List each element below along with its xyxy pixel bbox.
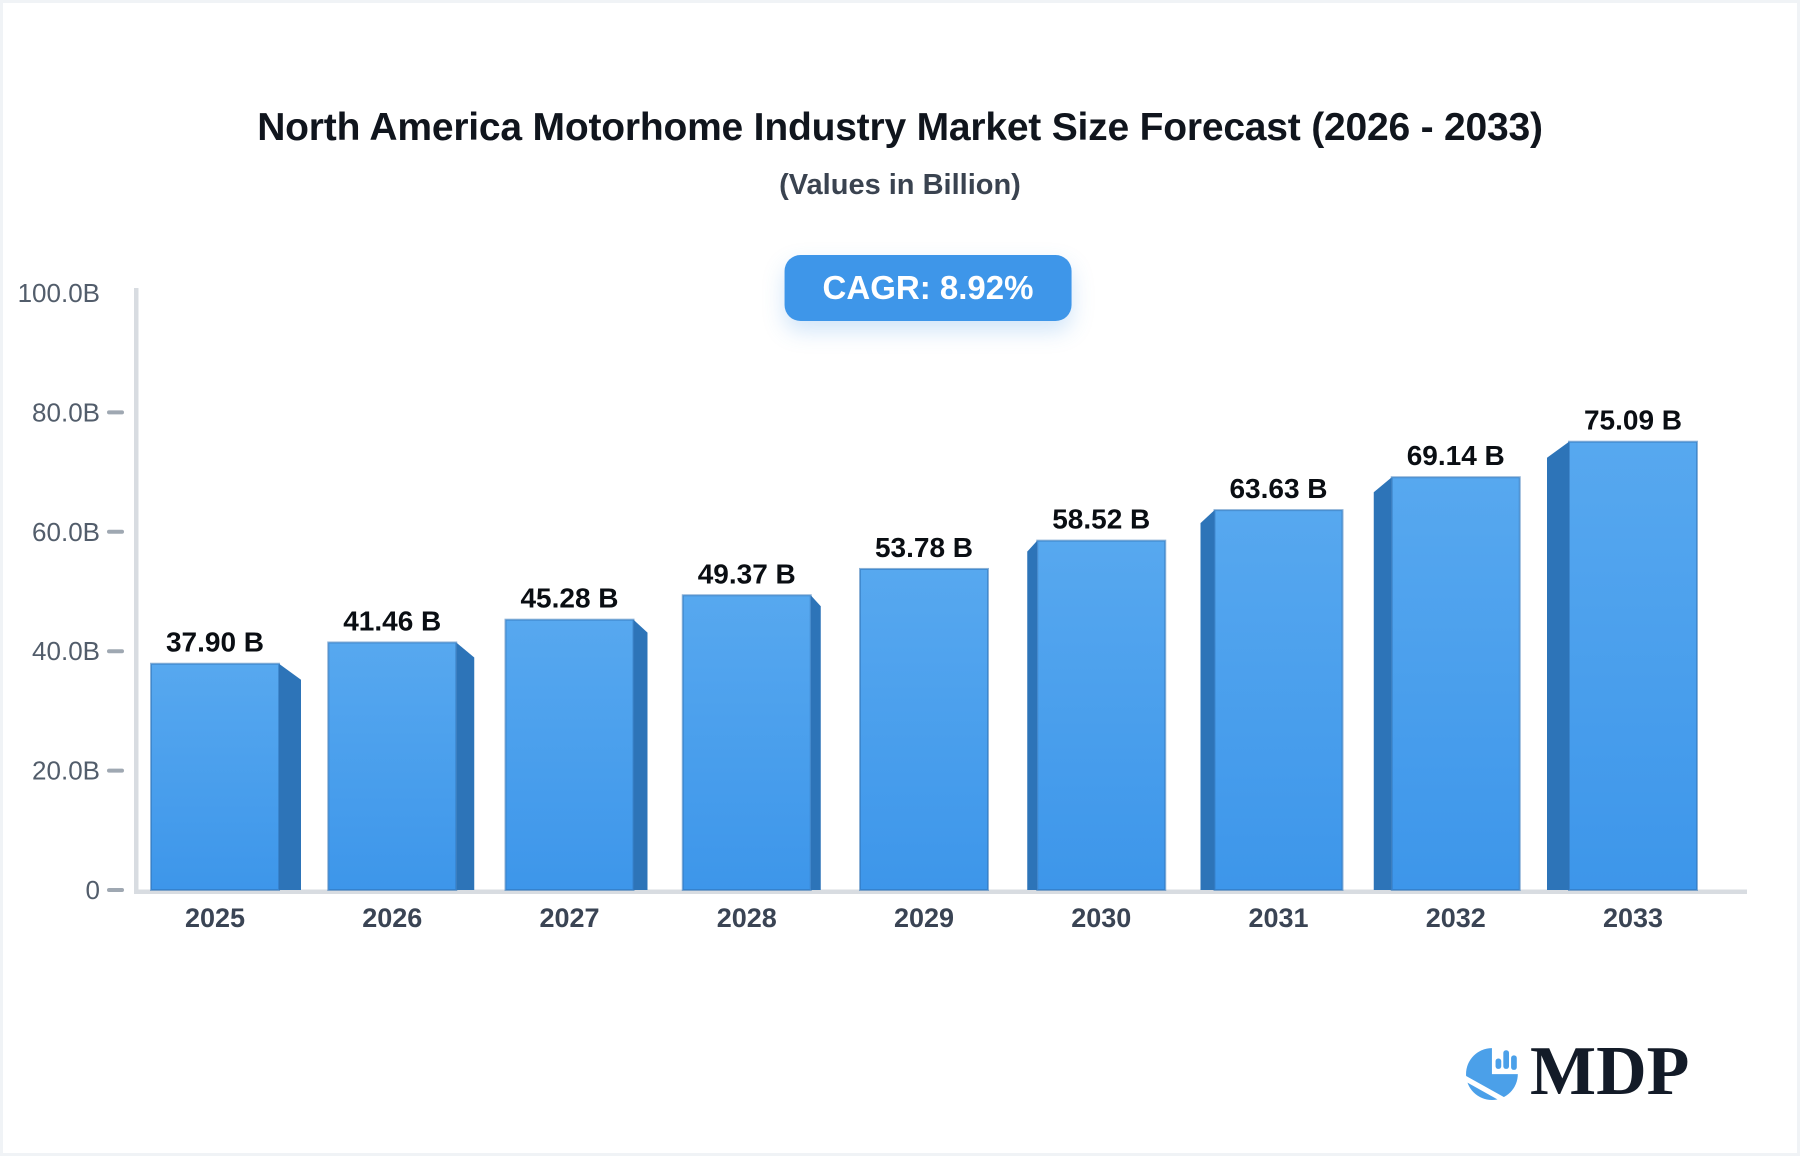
mdp-logo: MDP <box>1465 1037 1689 1107</box>
bar-group-2028: 49.37 B 2028 <box>681 558 821 933</box>
bar-chart: 100.0B 80.0B 60.0B 40.0B 20.0B 0 37.90 B 2025 41… <box>18 278 1747 933</box>
bar-value-label: 69.14 B <box>1407 440 1505 471</box>
x-axis-label: 2027 <box>539 903 599 933</box>
bar-value-label: 75.09 B <box>1584 405 1682 436</box>
x-axis-label: 2029 <box>894 903 954 933</box>
y-axis-tick-mark <box>107 649 124 654</box>
bar-side-3d <box>1373 477 1392 890</box>
bar-value-label: 63.63 B <box>1229 473 1327 504</box>
x-axis-label: 2025 <box>185 903 245 933</box>
logo-mini-bar-2 <box>1503 1050 1510 1069</box>
bar-value-label: 37.90 B <box>166 627 264 658</box>
x-axis-label: 2031 <box>1248 903 1308 933</box>
bar-side-3d <box>1027 540 1038 890</box>
bar-2031 <box>1213 509 1344 891</box>
bar-side-3d <box>279 663 301 890</box>
logo-pie-slice-gap <box>1465 1075 1509 1101</box>
chart-title: North America Motorhome Industry Market … <box>257 106 1543 149</box>
logo-mini-bar-3 <box>1511 1055 1517 1070</box>
y-axis-tick-label: 80.0B <box>32 397 100 427</box>
x-axis-label: 2033 <box>1603 903 1663 933</box>
y-axis-tick-label: 20.0B <box>32 756 100 786</box>
bar-value-label: 53.78 B <box>875 532 973 563</box>
bar-value-label: 41.46 B <box>343 605 441 636</box>
y-axis-tick-label: 40.0B <box>32 636 100 666</box>
bar-value-label: 58.52 B <box>1052 504 1150 535</box>
bar-group-2031: 63.63 B 2031 <box>1200 473 1344 933</box>
bar-value-label: 49.37 B <box>698 558 796 589</box>
bar-2028 <box>681 594 812 891</box>
bar-side-3d <box>633 619 648 890</box>
mdp-logo-text: MDP <box>1530 1033 1690 1110</box>
bar-side-3d <box>810 595 821 890</box>
y-axis-tick-label: 0 <box>86 875 100 905</box>
y-axis-tick-mark <box>107 529 124 534</box>
x-axis-label: 2028 <box>717 903 777 933</box>
bar-side-3d <box>1547 441 1569 890</box>
bar-side-3d <box>1200 510 1215 890</box>
bar-2032 <box>1390 476 1521 891</box>
bar-2026 <box>327 641 458 892</box>
bar-2029 <box>859 567 989 891</box>
bar-side-3d <box>456 642 475 890</box>
logo-mini-bar-1 <box>1495 1058 1502 1069</box>
bar-2030 <box>1036 539 1167 892</box>
bar-group-2026: 41.46 B 2026 <box>327 605 475 933</box>
y-axis-tick-label: 60.0B <box>32 517 100 547</box>
bar-group-2032: 69.14 B 2032 <box>1373 440 1521 933</box>
y-axis-tick-mark <box>107 410 124 415</box>
y-axis-tick-mark <box>107 768 124 773</box>
x-axis-label: 2032 <box>1426 903 1486 933</box>
y-axis-line <box>134 288 139 894</box>
y-axis-tick-label: 100.0B <box>18 278 100 308</box>
bar-2033 <box>1568 440 1698 891</box>
bar-2025 <box>150 662 280 891</box>
bar-group-2030: 58.52 B 2030 <box>1027 504 1167 933</box>
bar-value-label: 45.28 B <box>520 583 618 614</box>
bar-2027 <box>504 618 635 891</box>
mdp-pie-chart-logo-icon <box>1465 1044 1522 1101</box>
bar-group-2025: 37.90 B 2025 <box>150 627 301 933</box>
bar-group-2033: 75.09 B 2033 <box>1547 405 1698 933</box>
bar-group-2027: 45.28 B 2027 <box>504 583 648 933</box>
x-axis-line <box>134 889 1747 894</box>
chart-subtitle: (Values in Billion) <box>779 169 1021 201</box>
cagr-badge: CAGR: 8.92% <box>784 255 1072 321</box>
y-axis-tick-mark <box>107 888 124 892</box>
bar-group-2029: 53.78 B 2029 <box>859 532 989 933</box>
x-axis-label: 2026 <box>362 903 422 933</box>
x-axis-label: 2030 <box>1071 903 1131 933</box>
